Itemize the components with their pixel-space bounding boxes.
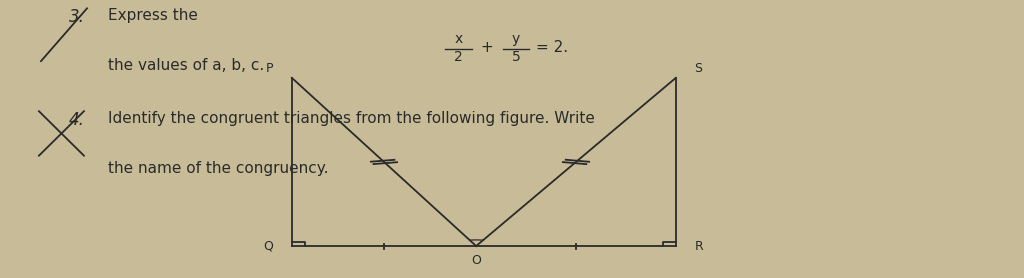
Text: O: O (471, 254, 481, 267)
Text: P: P (266, 62, 273, 75)
Text: the values of a, b, c.: the values of a, b, c. (108, 58, 268, 73)
Text: 3.: 3. (69, 8, 85, 26)
Text: Express the: Express the (108, 8, 198, 23)
Text: Identify the congruent triangles from the following figure. Write: Identify the congruent triangles from th… (108, 111, 594, 126)
Text: R: R (694, 240, 703, 252)
Text: x: x (455, 32, 463, 46)
Text: +: + (480, 40, 493, 55)
Text: = 2.: = 2. (536, 40, 567, 55)
Text: the name of the congruency.: the name of the congruency. (108, 161, 328, 176)
Text: 2: 2 (455, 50, 463, 64)
Text: y: y (512, 32, 520, 46)
Text: 4.: 4. (69, 111, 85, 129)
Text: 5: 5 (512, 50, 520, 64)
Text: S: S (694, 62, 702, 75)
Text: Q: Q (263, 240, 273, 252)
